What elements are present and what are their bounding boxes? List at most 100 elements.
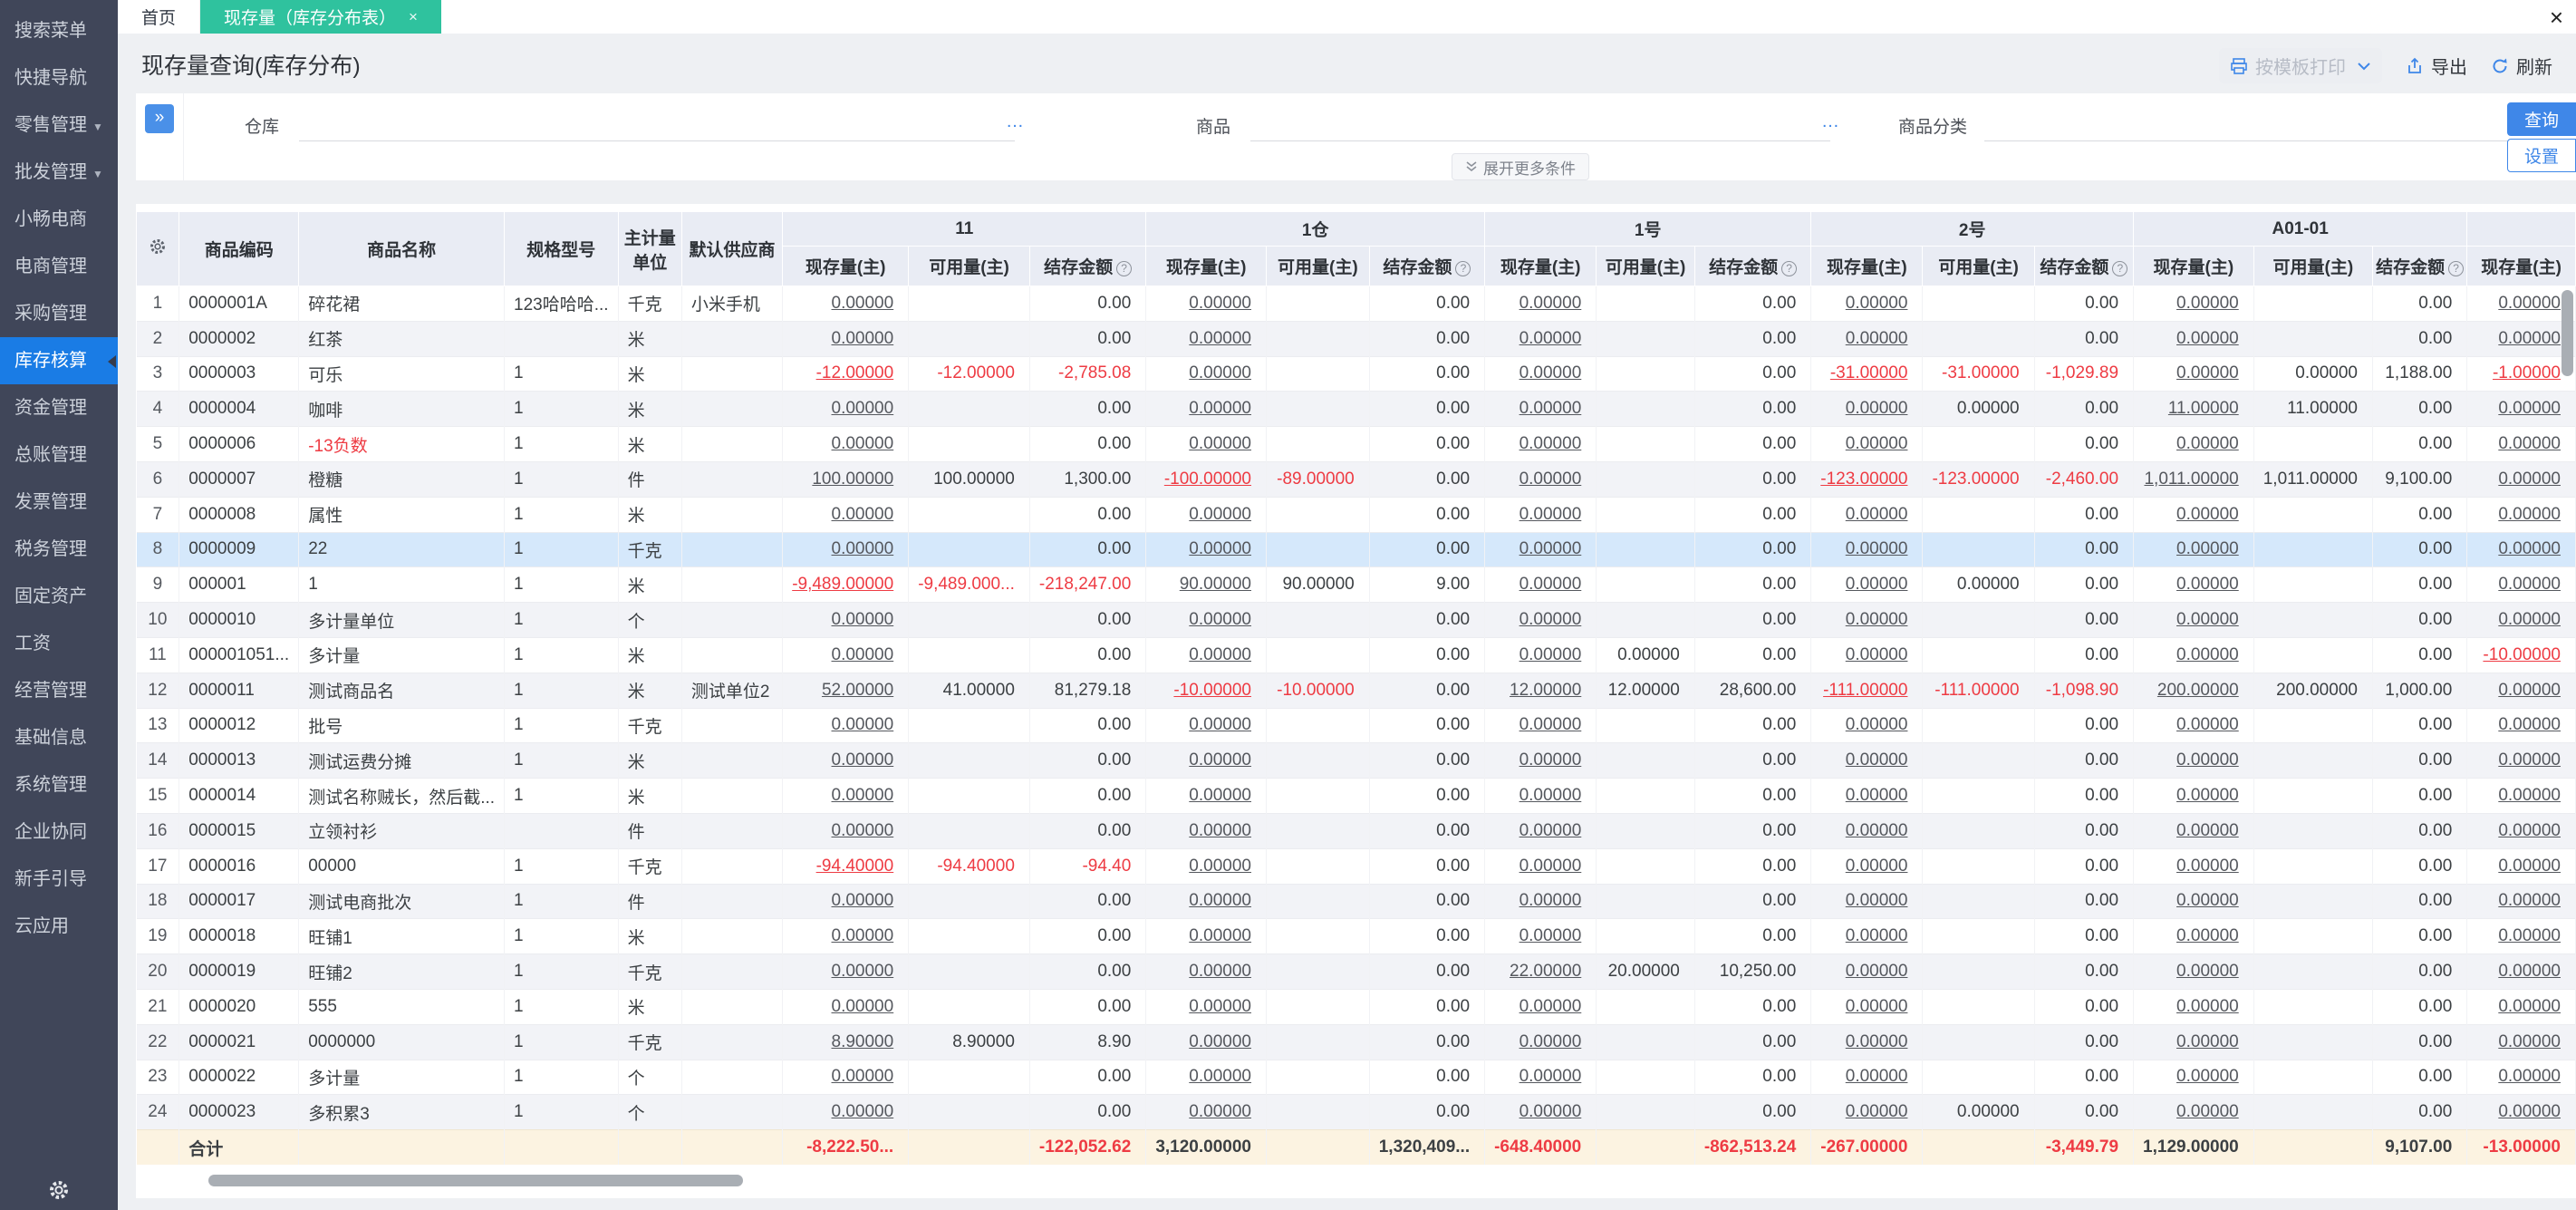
panel-expand-icon[interactable]: » xyxy=(145,104,174,133)
quantity-link-cell[interactable]: 0.00000 xyxy=(2133,883,2254,919)
quantity-link-cell[interactable]: 0.00000 xyxy=(1484,812,1597,849)
measure-column-header[interactable]: 可用量(主) xyxy=(2253,246,2373,286)
quantity-link-cell[interactable]: 0.00000 xyxy=(782,988,910,1025)
sidebar-item[interactable]: 总账管理 xyxy=(14,445,87,465)
quantity-link-cell[interactable]: 0.00000 xyxy=(1484,778,1597,814)
quantity-link-cell[interactable]: 0.00000 xyxy=(2466,496,2576,533)
quantity-link-cell[interactable]: 200.00000 xyxy=(2133,672,2254,709)
table-row[interactable]: 11 000001051... 多计量 1 米 0.00000 0.00 0.00000 0.0… xyxy=(136,636,2576,673)
quantity-link-cell[interactable]: 0.00000 xyxy=(782,531,910,567)
quantity-link-cell[interactable]: 12.00000 xyxy=(1484,672,1597,709)
sidebar-item[interactable]: 发票管理 xyxy=(14,492,87,512)
quantity-link-cell[interactable]: -1.00000 xyxy=(2466,355,2576,392)
measure-column-header[interactable]: 现存量(主) xyxy=(2466,246,2576,286)
info-question-icon[interactable]: ? xyxy=(1455,261,1471,276)
sidebar-item[interactable]: 新手引导 xyxy=(14,869,87,889)
quantity-link-cell[interactable]: 0.00000 xyxy=(1810,320,1924,357)
quantity-link-cell[interactable]: 0.00000 xyxy=(1810,707,1924,743)
table-row[interactable]: 3 0000003 可乐 1 米 -12.00000 -12.00000 -2,785.08 0… xyxy=(136,355,2576,392)
quantity-link-cell[interactable]: 0.00000 xyxy=(782,883,910,919)
quantity-link-cell[interactable]: 0.00000 xyxy=(1484,496,1597,533)
quantity-link-cell[interactable]: 0.00000 xyxy=(1145,1023,1267,1060)
measure-column-header[interactable]: 结存金额? xyxy=(1693,246,1812,286)
quantity-link-cell[interactable]: 0.00000 xyxy=(2133,426,2254,462)
quantity-link-cell[interactable]: 0.00000 xyxy=(1810,636,1924,673)
quantity-link-cell[interactable]: 0.00000 xyxy=(1145,847,1267,885)
refresh-button[interactable]: 刷新 xyxy=(2491,53,2552,79)
quantity-link-cell[interactable]: 0.00000 xyxy=(2466,1023,2576,1060)
quantity-link-cell[interactable]: 0.00000 xyxy=(1484,566,1597,603)
quantity-link-cell[interactable]: 0.00000 xyxy=(2466,286,2576,322)
measure-column-header[interactable]: 现存量(主) xyxy=(1145,246,1267,286)
quantity-link-cell[interactable]: 0.00000 xyxy=(1484,320,1597,357)
sidebar-item[interactable]: 小畅电商 xyxy=(14,209,87,229)
quantity-link-cell[interactable]: 0.00000 xyxy=(2133,707,2254,743)
quantity-link-cell[interactable]: 0.00000 xyxy=(1145,391,1267,427)
quantity-link-cell[interactable]: 0.00000 xyxy=(2466,426,2576,462)
quantity-link-cell[interactable]: 90.00000 xyxy=(1145,566,1267,603)
quantity-link-cell[interactable]: 0.00000 xyxy=(1145,883,1267,919)
table-row[interactable]: 21 0000020 555 1 米 0.00000 0.00 0.00000 0.00 0.00… xyxy=(136,988,2576,1025)
quantity-link-cell[interactable]: 0.00000 xyxy=(2133,1023,2254,1060)
table-row[interactable]: 2 0000002 红茶米 0.00000 0.00 0.00000 0.00 0.00000… xyxy=(136,320,2576,357)
table-row[interactable]: 19 0000018 旺铺1 1 米 0.00000 0.00 0.00000 0.00 0.00… xyxy=(136,918,2576,954)
quantity-link-cell[interactable]: 0.00000 xyxy=(2466,1094,2576,1130)
quantity-link-cell[interactable]: 0.00000 xyxy=(2466,460,2576,498)
sidebar-item[interactable]: 工资 xyxy=(14,634,51,653)
quantity-link-cell[interactable]: 0.00000 xyxy=(2466,988,2576,1025)
quantity-link-cell[interactable]: 0.00000 xyxy=(2466,918,2576,954)
quantity-link-cell[interactable]: 0.00000 xyxy=(1810,918,1924,954)
quantity-link-cell[interactable]: 0.00000 xyxy=(2133,847,2254,885)
collapse-arrow-icon[interactable] xyxy=(108,355,116,368)
warehouse-input[interactable] xyxy=(299,140,1015,141)
quantity-link-cell[interactable]: 0.00000 xyxy=(1484,847,1597,885)
sidebar-item[interactable]: 云应用 xyxy=(14,916,69,936)
sidebar-item[interactable]: 快捷导航 xyxy=(14,68,87,88)
quantity-link-cell[interactable]: 0.00000 xyxy=(1810,1059,1924,1095)
quantity-link-cell[interactable]: 0.00000 xyxy=(782,391,910,427)
sidebar-item[interactable]: 电商管理 xyxy=(14,257,87,276)
sidebar-item[interactable]: 资金管理 xyxy=(14,398,87,418)
quantity-link-cell[interactable]: 0.00000 xyxy=(2466,707,2576,743)
measure-column-header[interactable]: 现存量(主) xyxy=(2133,246,2254,286)
quantity-link-cell[interactable]: 0.00000 xyxy=(1810,496,1924,533)
quantity-link-cell[interactable]: 0.00000 xyxy=(1810,286,1924,322)
sidebar-item[interactable]: 搜索菜单 xyxy=(14,21,87,41)
expand-more-conditions-button[interactable]: 展开更多条件 xyxy=(1452,153,1589,180)
quantity-link-cell[interactable]: 0.00000 xyxy=(1810,953,1924,990)
table-row[interactable]: 16 0000015 立领衬衫件 0.00000 0.00 0.00000 0.00 0.00… xyxy=(136,812,2576,849)
quantity-link-cell[interactable]: 0.00000 xyxy=(2133,953,2254,990)
info-question-icon[interactable]: ? xyxy=(2448,261,2465,276)
quantity-link-cell[interactable]: 0.00000 xyxy=(1810,1023,1924,1060)
quantity-link-cell[interactable]: 0.00000 xyxy=(1145,742,1267,779)
quantity-link-cell[interactable]: 0.00000 xyxy=(782,320,910,357)
print-by-template-button[interactable]: 按模板打印 xyxy=(2219,48,2382,83)
quantity-link-cell[interactable]: 0.00000 xyxy=(782,286,910,322)
quantity-link-cell[interactable]: 0.00000 xyxy=(1484,286,1597,322)
sidebar-item[interactable]: 采购管理 xyxy=(14,304,87,324)
quantity-link-cell[interactable]: -31.00000 xyxy=(1810,355,1924,392)
quantity-link-cell[interactable]: 0.00000 xyxy=(782,707,910,743)
quantity-link-cell[interactable]: 0.00000 xyxy=(1484,460,1597,498)
quantity-link-cell[interactable]: 0.00000 xyxy=(1145,918,1267,954)
quantity-link-cell[interactable]: 0.00000 xyxy=(1145,988,1267,1025)
measure-column-header[interactable]: 结存金额? xyxy=(2033,246,2135,286)
settings-button[interactable]: 设置 xyxy=(2507,139,2576,172)
measure-column-header[interactable]: 现存量(主) xyxy=(1484,246,1597,286)
product-picker-ellipsis-icon[interactable]: … xyxy=(1821,111,1841,131)
table-row[interactable]: 8 0000009 22 1 千克 0.00000 0.00 0.00000 0.00 0.000… xyxy=(136,531,2576,567)
quantity-link-cell[interactable]: 0.00000 xyxy=(2133,918,2254,954)
info-question-icon[interactable]: ? xyxy=(1781,261,1798,276)
table-row[interactable]: 7 0000008 属性 1 米 0.00000 0.00 0.00000 0.00 0.0000… xyxy=(136,496,2576,533)
table-row[interactable]: 13 0000012 批号 1 千克 0.00000 0.00 0.00000 0.00 0.00… xyxy=(136,707,2576,743)
quantity-link-cell[interactable]: 0.00000 xyxy=(2133,566,2254,603)
quantity-link-cell[interactable]: 0.00000 xyxy=(1484,602,1597,638)
quantity-link-cell[interactable]: 0.00000 xyxy=(1145,320,1267,357)
quantity-link-cell[interactable]: 0.00000 xyxy=(2466,602,2576,638)
table-row[interactable]: 17 0000016 00000 1 千克 -94.40000 -94.40000 -94.4… xyxy=(136,847,2576,885)
tab-home[interactable]: 首页 xyxy=(118,0,201,34)
quantity-link-cell[interactable]: 0.00000 xyxy=(1810,742,1924,779)
table-row[interactable]: 10 0000010 多计量单位 1 个 0.00000 0.00 0.00000 0.00 0.… xyxy=(136,602,2576,638)
quantity-link-cell[interactable]: 0.00000 xyxy=(1145,355,1267,392)
measure-column-header[interactable]: 可用量(主) xyxy=(1922,246,2035,286)
